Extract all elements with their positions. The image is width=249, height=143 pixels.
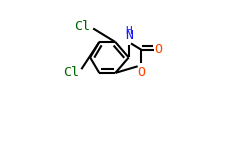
Text: Cl: Cl	[63, 66, 79, 79]
Text: Cl: Cl	[74, 20, 90, 33]
Text: N: N	[125, 29, 133, 42]
Text: O: O	[137, 66, 145, 79]
Text: H: H	[125, 26, 132, 36]
Text: O: O	[155, 43, 163, 56]
